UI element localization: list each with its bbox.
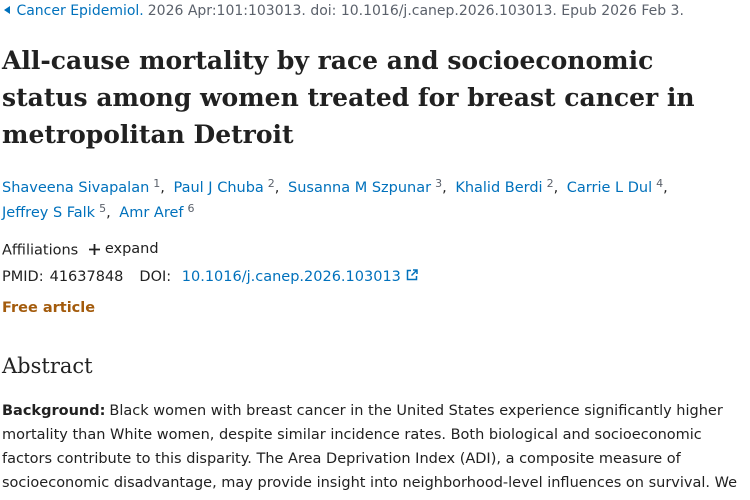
pmid-label: PMID:	[2, 269, 44, 285]
identifiers: PMID: 41637848 DOI: 10.1016/j.canep.2026.1…	[2, 269, 418, 285]
affiliation-number[interactable]: 4	[656, 177, 664, 190]
expand-label: expand	[104, 241, 159, 257]
author-name[interactable]: Khalid Berdi	[455, 180, 543, 196]
section-text: Black women with breast cancer in the Un…	[2, 403, 738, 491]
affiliation-number[interactable]: 5	[99, 202, 107, 215]
affiliation-number[interactable]: 1	[153, 177, 161, 190]
author: Paul J Chuba 2	[173, 177, 280, 196]
pmid: 41637848	[49, 269, 124, 285]
author: Carrie L Dul 4	[566, 177, 668, 196]
author: Khalid Berdi 2	[455, 177, 558, 196]
back-icon	[4, 6, 10, 14]
plus-icon	[88, 243, 100, 255]
doi-label: DOI:	[139, 269, 172, 285]
author-name[interactable]: Paul J Chuba	[173, 180, 264, 196]
citation-details: 2026 Apr:101:103013. doi: 10.1016/j.cane…	[147, 3, 684, 19]
abstract-heading: Abstract	[2, 354, 93, 378]
doi-link[interactable]: 10.1016/j.canep.2026.103013	[181, 269, 401, 285]
author: Amr Aref 6	[119, 202, 195, 221]
expand-button[interactable]: expand	[88, 241, 159, 257]
author: Susanna M Szpunar 3	[288, 177, 447, 196]
affiliation-number[interactable]: 6	[187, 202, 195, 215]
affiliations: Affiliations expand	[2, 241, 159, 259]
section-label: Background:	[2, 403, 106, 419]
author: Shaveena Sivapalan 1	[2, 177, 165, 196]
free-article: Free article	[2, 300, 96, 316]
abstract-background: Background: Black women with breast cance…	[2, 399, 747, 495]
citation: Cancer Epidemiol. 2026 Apr:101:103013. do…	[2, 3, 684, 19]
affiliation-number[interactable]: 3	[435, 177, 443, 190]
journal-link[interactable]: Cancer Epidemiol.	[16, 3, 144, 19]
affiliations-label: Affiliations	[2, 242, 79, 259]
affiliation-number[interactable]: 2	[267, 177, 275, 190]
author-name[interactable]: Jeffrey S Falk	[2, 205, 96, 221]
external-link-icon	[406, 269, 418, 281]
affiliation-number[interactable]: 2	[546, 177, 554, 190]
article-title: All-cause mortality by race and socioeco…	[2, 46, 695, 149]
author-name[interactable]: Amr Aref	[119, 205, 184, 221]
author-name[interactable]: Shaveena Sivapalan	[2, 180, 150, 196]
author-name[interactable]: Susanna M Szpunar	[288, 180, 432, 196]
author: Jeffrey S Falk 5	[2, 202, 111, 221]
author-name[interactable]: Carrie L Dul	[566, 180, 653, 196]
